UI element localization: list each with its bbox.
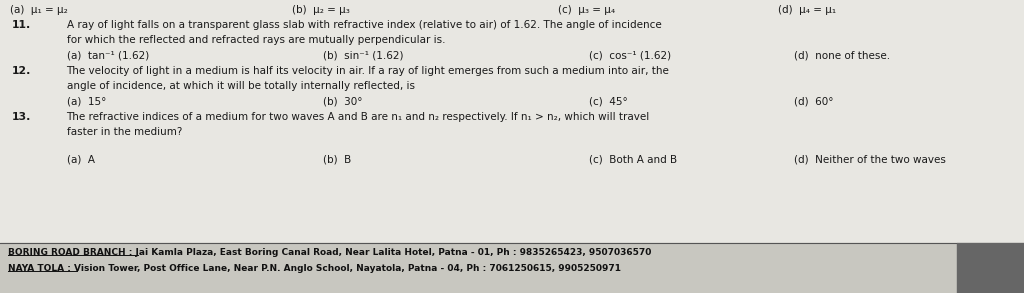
- Text: (b)  B: (b) B: [323, 155, 351, 165]
- Text: (d)  none of these.: (d) none of these.: [794, 50, 890, 60]
- Text: (a)  A: (a) A: [67, 155, 94, 165]
- Text: (a)  μ₁ = μ₂: (a) μ₁ = μ₂: [10, 5, 68, 15]
- Text: (d)  Neither of the two waves: (d) Neither of the two waves: [794, 155, 945, 165]
- Text: 12.: 12.: [12, 66, 32, 76]
- Text: (d)  μ₄ = μ₁: (d) μ₄ = μ₁: [778, 5, 837, 15]
- Bar: [957, 243, 1024, 293]
- Text: (c)  μ₃ = μ₄: (c) μ₃ = μ₄: [558, 5, 615, 15]
- Text: (c)  Both A and B: (c) Both A and B: [589, 155, 677, 165]
- Text: NAYA TOLA : Vision Tower, Post Office Lane, Near P.N. Anglo School, Nayatola, Pa: NAYA TOLA : Vision Tower, Post Office La…: [8, 264, 622, 273]
- Text: A ray of light falls on a transparent glass slab with refractive index (relative: A ray of light falls on a transparent gl…: [67, 20, 662, 30]
- Text: angle of incidence, at which it will be totally internally reflected, is: angle of incidence, at which it will be …: [67, 81, 415, 91]
- Text: faster in the medium?: faster in the medium?: [67, 127, 182, 137]
- Text: (b)  30°: (b) 30°: [323, 96, 362, 106]
- Text: BORING ROAD BRANCH : Jai Kamla Plaza, East Boring Canal Road, Near Lalita Hotel,: BORING ROAD BRANCH : Jai Kamla Plaza, Ea…: [8, 248, 651, 257]
- Text: for which the reflected and refracted rays are mutually perpendicular is.: for which the reflected and refracted ra…: [67, 35, 445, 45]
- Text: (c)  cos⁻¹ (1.62): (c) cos⁻¹ (1.62): [589, 50, 671, 60]
- Text: 13.: 13.: [12, 112, 32, 122]
- Text: (a)  tan⁻¹ (1.62): (a) tan⁻¹ (1.62): [67, 50, 148, 60]
- Bar: [0, 243, 957, 293]
- Text: (b)  μ₂ = μ₃: (b) μ₂ = μ₃: [292, 5, 350, 15]
- Text: 11.: 11.: [12, 20, 32, 30]
- Text: The refractive indices of a medium for two waves A and B are n₁ and n₂ respectiv: The refractive indices of a medium for t…: [67, 112, 650, 122]
- Text: (d)  60°: (d) 60°: [794, 96, 834, 106]
- Text: The velocity of light in a medium is half its velocity in air. If a ray of light: The velocity of light in a medium is hal…: [67, 66, 670, 76]
- Text: 11: 11: [979, 250, 1001, 268]
- Text: (a)  15°: (a) 15°: [67, 96, 105, 106]
- Text: (b)  sin⁻¹ (1.62): (b) sin⁻¹ (1.62): [323, 50, 403, 60]
- Text: (c)  45°: (c) 45°: [589, 96, 628, 106]
